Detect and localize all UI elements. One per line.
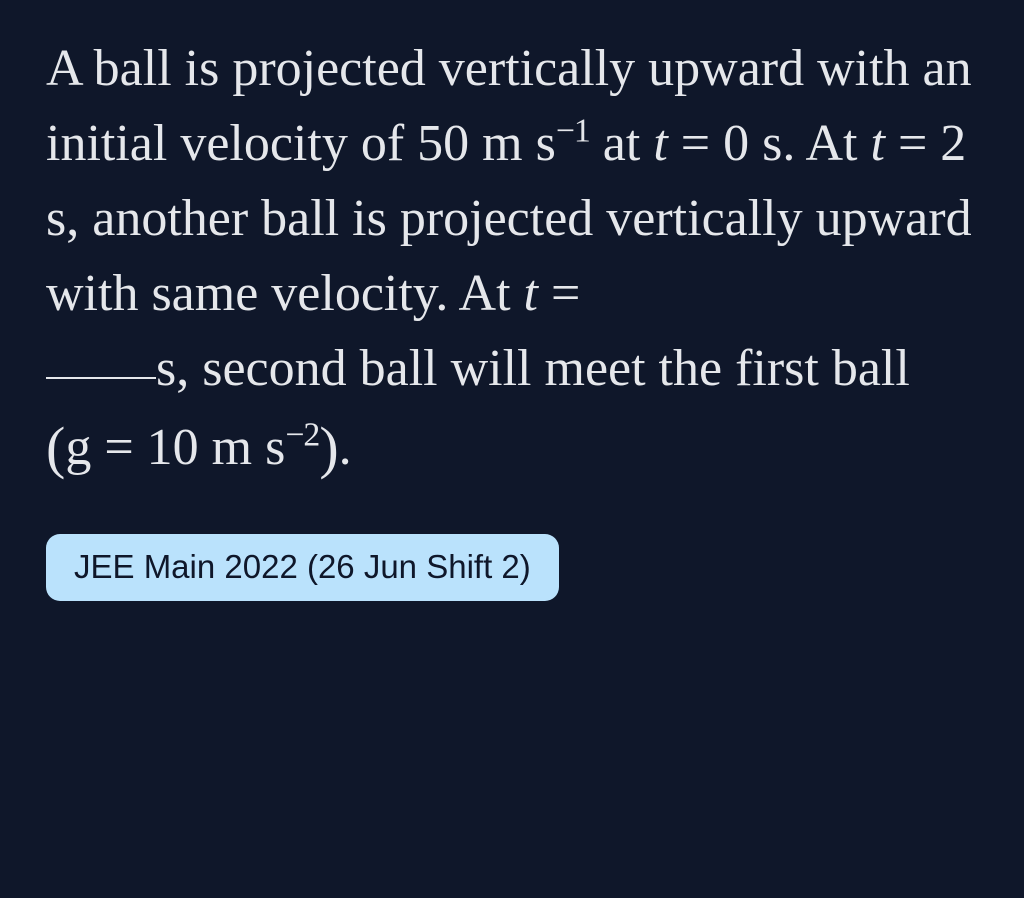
question-segment-5: s, second ball will meet the first ball xyxy=(156,340,910,397)
variable-t-3: t xyxy=(524,265,538,322)
exam-source-tag: JEE Main 2022 (26 Jun Shift 2) xyxy=(46,490,978,601)
question-segment-2: at xyxy=(590,115,654,172)
question-card: A ball is projected vertically upward wi… xyxy=(0,0,1024,898)
g-value: 10 m s xyxy=(147,419,286,476)
velocity-value: 50 m s−1 xyxy=(417,115,590,172)
variable-t-2: t xyxy=(871,115,885,172)
final-period: . xyxy=(339,419,352,476)
close-paren: ) xyxy=(319,415,338,480)
open-paren: ( xyxy=(46,415,65,480)
question-text: A ball is projected vertically upward wi… xyxy=(46,32,978,490)
question-segment-4: , another ball is projected vertically u… xyxy=(46,190,972,322)
answer-blank[interactable] xyxy=(46,377,156,379)
exam-tag-label[interactable]: JEE Main 2022 (26 Jun Shift 2) xyxy=(46,534,559,601)
question-segment-3: . At xyxy=(782,115,870,172)
g-label: g xyxy=(65,419,91,476)
g-expression: (g = 10 m s−2) xyxy=(46,419,339,476)
variable-t-1: t xyxy=(653,115,667,172)
t0-value: 0 s xyxy=(723,115,782,172)
